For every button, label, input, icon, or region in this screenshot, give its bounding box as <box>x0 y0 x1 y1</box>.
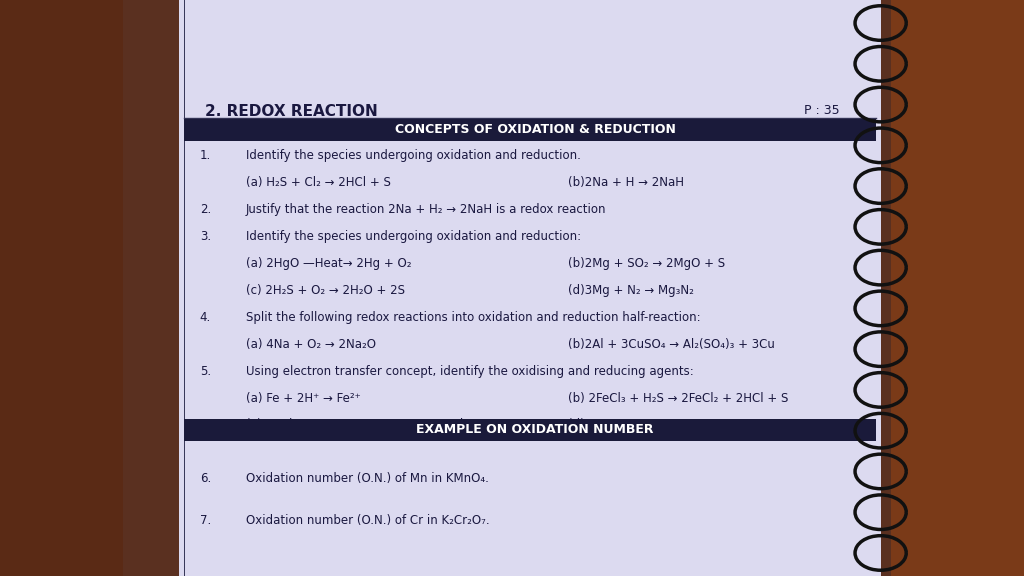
Text: 6.: 6. <box>200 472 211 486</box>
Text: 5.: 5. <box>200 365 211 378</box>
Text: (a) 2HgO —Heat→ 2Hg + O₂: (a) 2HgO —Heat→ 2Hg + O₂ <box>246 257 412 270</box>
Text: 4.: 4. <box>200 310 211 324</box>
Text: Justify that the reaction 2Na + H₂ → 2NaH is a redox reaction: Justify that the reaction 2Na + H₂ → 2Na… <box>246 203 606 216</box>
Bar <box>891 0 1024 576</box>
Text: (b)2Mg + SO₂ → 2MgO + S: (b)2Mg + SO₂ → 2MgO + S <box>568 257 725 270</box>
Text: (b)2Al + 3CuSO₄ → Al₂(SO₄)₃ + 3Cu: (b)2Al + 3CuSO₄ → Al₂(SO₄)₃ + 3Cu <box>568 338 775 351</box>
Text: 1.: 1. <box>200 149 211 162</box>
Text: (b) 2FeCl₃ + H₂S → 2FeCl₂ + 2HCl + S: (b) 2FeCl₃ + H₂S → 2FeCl₂ + 2HCl + S <box>568 392 788 404</box>
Text: 7.: 7. <box>200 513 211 526</box>
Text: Oxidation number (O.N.) of Mn in KMnO₄.: Oxidation number (O.N.) of Mn in KMnO₄. <box>246 472 488 486</box>
Text: Using electron transfer concept, identify the oxidising and reducing agents:: Using electron transfer concept, identif… <box>246 365 693 378</box>
Text: EXAMPLE ON OXIDATION NUMBER: EXAMPLE ON OXIDATION NUMBER <box>417 423 653 436</box>
Bar <box>184 419 876 441</box>
Text: Identify the species undergoing oxidation and reduction.: Identify the species undergoing oxidatio… <box>246 149 581 162</box>
Bar <box>0 0 123 576</box>
Text: (d)3Mg + N₂ → Mg₃N₂: (d)3Mg + N₂ → Mg₃N₂ <box>568 284 694 297</box>
Text: P : 35: P : 35 <box>804 104 840 117</box>
Text: 2. REDOX REACTION: 2. REDOX REACTION <box>205 104 378 119</box>
Text: Split the following redox reactions into oxidation and reduction half-reaction:: Split the following redox reactions into… <box>246 310 700 324</box>
Text: (c) 2H₂S + O₂ → 2H₂O + 2S: (c) 2H₂S + O₂ → 2H₂O + 2S <box>246 284 404 297</box>
Text: (a) Fe + 2H⁺ → Fe²⁺: (a) Fe + 2H⁺ → Fe²⁺ <box>246 392 360 404</box>
Text: (d) CuSO₄ + H₂S → CuS + H₂SO₄: (d) CuSO₄ + H₂S → CuS + H₂SO₄ <box>568 418 757 431</box>
Text: (b)2Na + H → 2NaH: (b)2Na + H → 2NaH <box>568 176 684 189</box>
Bar <box>179 0 881 576</box>
Text: (c) BaCl₂ + Na₂SO₄ → BaSO₄ + 2NaCl: (c) BaCl₂ + Na₂SO₄ → BaSO₄ + 2NaCl <box>246 418 463 431</box>
Text: (a) 4Na + O₂ → 2Na₂O: (a) 4Na + O₂ → 2Na₂O <box>246 338 376 351</box>
Text: CONCEPTS OF OXIDATION & REDUCTION: CONCEPTS OF OXIDATION & REDUCTION <box>394 123 676 136</box>
Text: Identify the species undergoing oxidation and reduction:: Identify the species undergoing oxidatio… <box>246 230 581 243</box>
Bar <box>184 119 876 141</box>
Text: Oxidation number (O.N.) of Cr in K₂Cr₂O₇.: Oxidation number (O.N.) of Cr in K₂Cr₂O₇… <box>246 513 489 526</box>
Text: 3.: 3. <box>200 230 211 243</box>
Text: 2.: 2. <box>200 203 211 216</box>
Text: (a) H₂S + Cl₂ → 2HCl + S: (a) H₂S + Cl₂ → 2HCl + S <box>246 176 390 189</box>
